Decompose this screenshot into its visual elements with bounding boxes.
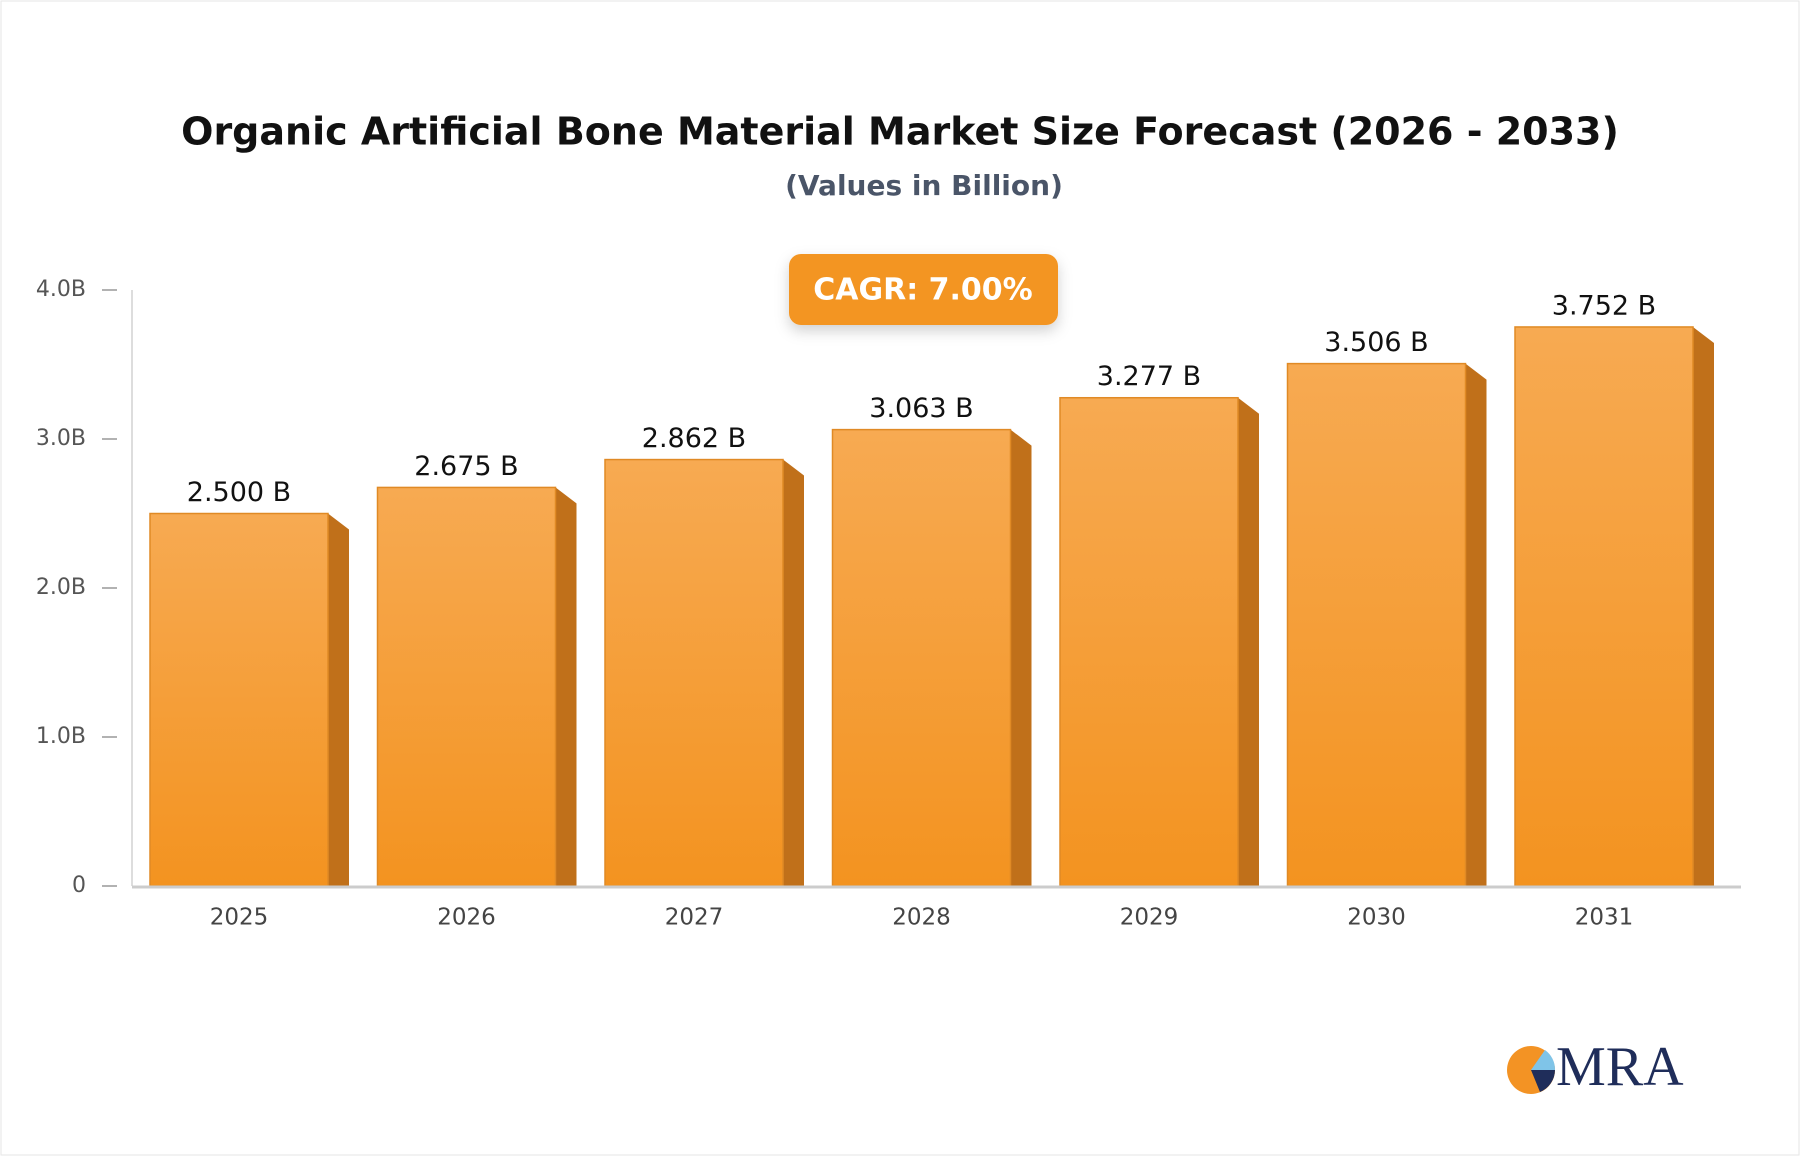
value-label: 3.063 B bbox=[869, 393, 973, 424]
value-label: 3.506 B bbox=[1324, 327, 1428, 358]
x-tick-label: 2029 bbox=[1120, 905, 1179, 931]
bar-side bbox=[1010, 429, 1032, 886]
logo-icon-slice bbox=[1531, 1050, 1556, 1070]
value-label: 3.277 B bbox=[1097, 361, 1201, 392]
bar bbox=[149, 512, 329, 887]
bar-side bbox=[1465, 363, 1487, 887]
value-label: 2.500 B bbox=[187, 477, 291, 508]
x-tick-label: 2028 bbox=[892, 905, 951, 931]
logo-icon-slice bbox=[1531, 1070, 1555, 1092]
y-tick-label: 0 bbox=[72, 873, 86, 898]
logo: MRA bbox=[1507, 1036, 1684, 1098]
y-tick-label: 2.0B bbox=[36, 575, 86, 600]
bar bbox=[831, 428, 1012, 887]
bar-side bbox=[328, 513, 349, 886]
chart-subtitle: (Values in Billion) bbox=[785, 169, 1063, 202]
x-tick-label: 2027 bbox=[665, 905, 724, 931]
y-tick-label: 1.0B bbox=[36, 724, 86, 749]
chart-title: Organic Artificial Bone Material Market … bbox=[181, 110, 1619, 154]
bar-side bbox=[1693, 326, 1714, 886]
value-label: 2.675 B bbox=[414, 451, 518, 482]
value-label: 2.862 B bbox=[642, 423, 746, 454]
x-tick-label: 2031 bbox=[1575, 905, 1634, 931]
bar bbox=[1286, 362, 1467, 887]
logo-text: MRA bbox=[1556, 1036, 1684, 1098]
value-label: 3.752 B bbox=[1552, 290, 1656, 321]
y-tick-label: 3.0B bbox=[36, 426, 86, 451]
bar-side bbox=[783, 459, 804, 886]
bar bbox=[1059, 396, 1239, 887]
bar bbox=[376, 486, 557, 887]
cagr-badge bbox=[789, 254, 1058, 325]
x-tick-label: 2025 bbox=[210, 905, 269, 931]
x-tick-label: 2030 bbox=[1347, 905, 1406, 931]
y-tick-label: 4.0B bbox=[36, 277, 86, 302]
cagr-label: CAGR: 7.00% bbox=[813, 273, 1032, 308]
bar bbox=[604, 458, 784, 887]
bar-side bbox=[1238, 397, 1259, 886]
bar bbox=[1514, 326, 1694, 887]
x-tick-label: 2026 bbox=[437, 905, 496, 931]
bar-side bbox=[555, 487, 577, 886]
